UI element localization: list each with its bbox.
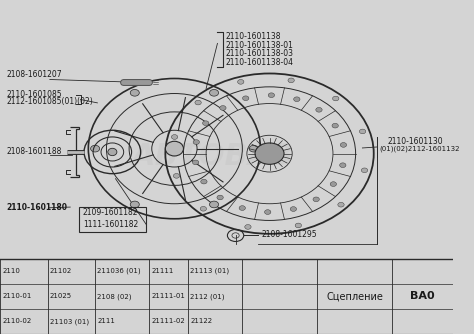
Circle shape bbox=[130, 201, 139, 208]
Circle shape bbox=[130, 90, 139, 96]
Circle shape bbox=[294, 97, 300, 102]
Circle shape bbox=[91, 145, 100, 152]
Text: 2110: 2110 bbox=[2, 268, 20, 274]
Circle shape bbox=[243, 96, 249, 101]
Text: 2112-1601085(01)(02): 2112-1601085(01)(02) bbox=[7, 97, 93, 106]
Text: 21111-02: 21111-02 bbox=[152, 318, 185, 324]
Circle shape bbox=[359, 129, 366, 134]
Circle shape bbox=[332, 123, 338, 128]
Text: Сцепление: Сцепление bbox=[326, 291, 383, 301]
Text: 2111: 2111 bbox=[97, 318, 115, 324]
Text: 2110-1601085: 2110-1601085 bbox=[7, 90, 63, 99]
Circle shape bbox=[288, 78, 294, 83]
Circle shape bbox=[237, 79, 244, 84]
Text: 2110-1601138: 2110-1601138 bbox=[226, 32, 281, 41]
Text: АВТОВАЗ: АВТОВАЗ bbox=[132, 143, 294, 171]
Circle shape bbox=[202, 121, 209, 126]
Circle shape bbox=[264, 210, 271, 214]
Circle shape bbox=[200, 206, 207, 211]
Circle shape bbox=[340, 163, 346, 168]
Text: 2110-1601138-01: 2110-1601138-01 bbox=[226, 41, 293, 50]
Text: 21102: 21102 bbox=[50, 268, 72, 274]
Text: 1111-1601182: 1111-1601182 bbox=[83, 220, 138, 229]
Text: 2110-1601138-04: 2110-1601138-04 bbox=[226, 58, 293, 67]
Text: 2108-1601188: 2108-1601188 bbox=[7, 147, 62, 156]
Text: 2112 (01): 2112 (01) bbox=[190, 293, 225, 300]
Text: (01)(02)2112-1601132: (01)(02)2112-1601132 bbox=[380, 146, 460, 152]
Text: 211036 (01): 211036 (01) bbox=[97, 267, 141, 274]
Circle shape bbox=[290, 207, 297, 211]
Circle shape bbox=[316, 108, 322, 112]
Circle shape bbox=[195, 100, 201, 105]
Text: 2108 (02): 2108 (02) bbox=[97, 293, 132, 300]
Circle shape bbox=[333, 96, 339, 101]
Text: 21025: 21025 bbox=[50, 293, 72, 299]
Circle shape bbox=[295, 223, 301, 228]
Circle shape bbox=[338, 202, 344, 207]
Circle shape bbox=[193, 140, 200, 144]
Text: 2109-1601182: 2109-1601182 bbox=[83, 208, 138, 217]
Circle shape bbox=[239, 206, 246, 210]
Circle shape bbox=[330, 182, 337, 186]
Circle shape bbox=[172, 135, 178, 139]
Circle shape bbox=[192, 160, 199, 165]
Text: 2110-1601138-03: 2110-1601138-03 bbox=[226, 49, 293, 58]
Circle shape bbox=[210, 201, 219, 208]
Text: 2110-02: 2110-02 bbox=[2, 318, 31, 324]
Circle shape bbox=[173, 173, 180, 178]
Ellipse shape bbox=[165, 141, 183, 156]
Circle shape bbox=[210, 90, 219, 96]
Text: 21111-01: 21111-01 bbox=[152, 293, 186, 299]
Circle shape bbox=[220, 106, 226, 110]
Circle shape bbox=[201, 179, 207, 184]
Text: 2110-1601130: 2110-1601130 bbox=[387, 137, 443, 146]
Text: 2108-1601295: 2108-1601295 bbox=[262, 230, 318, 239]
Text: 2108-1601207: 2108-1601207 bbox=[7, 70, 63, 79]
Circle shape bbox=[249, 145, 258, 152]
Circle shape bbox=[340, 143, 346, 147]
Text: 21113 (01): 21113 (01) bbox=[190, 267, 229, 274]
Circle shape bbox=[313, 197, 319, 202]
Circle shape bbox=[268, 93, 274, 98]
Circle shape bbox=[217, 195, 223, 200]
Text: 21111: 21111 bbox=[152, 268, 174, 274]
Text: 21122: 21122 bbox=[190, 318, 212, 324]
Text: 2110-01: 2110-01 bbox=[2, 293, 32, 299]
Circle shape bbox=[255, 143, 284, 164]
Ellipse shape bbox=[108, 148, 117, 156]
Circle shape bbox=[245, 224, 251, 229]
Text: 21103 (01): 21103 (01) bbox=[50, 318, 89, 325]
Text: 2110-1601180: 2110-1601180 bbox=[7, 203, 68, 212]
Text: BА0: BА0 bbox=[410, 291, 435, 301]
Circle shape bbox=[361, 168, 368, 173]
